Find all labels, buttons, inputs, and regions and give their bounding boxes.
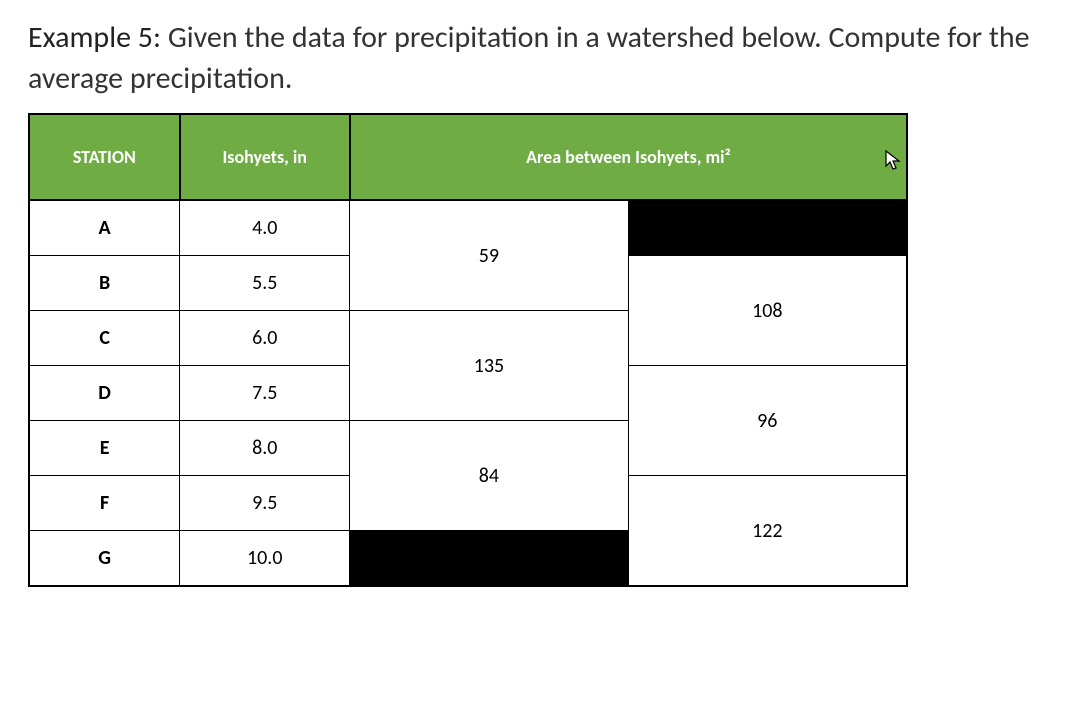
table-row: A 4.0 59 [29,200,907,256]
station-cell: F [29,476,180,531]
area-a-cell: 59 [350,200,628,311]
isohyets-cell: 5.5 [180,256,350,311]
station-cell: G [29,531,180,587]
area-a-cell: 84 [350,421,628,531]
precipitation-table: STATION Isohyets, in Area between Isohye… [28,113,908,587]
table-header-row: STATION Isohyets, in Area between Isohye… [29,114,907,200]
isohyets-cell: 7.5 [180,366,350,421]
isohyets-cell: 9.5 [180,476,350,531]
area-b-cell: 108 [628,256,907,366]
area-b-cell-blank [628,200,907,256]
problem-prompt: Example 5: Given the data for precipitat… [28,18,1052,99]
area-b-cell: 122 [628,476,907,587]
isohyets-cell: 4.0 [180,200,350,256]
col-header-area: Area between Isohyets, mi² [350,114,907,200]
area-a-cell-blank [350,531,628,587]
station-cell: B [29,256,180,311]
isohyets-cell: 6.0 [180,311,350,366]
col-header-station: STATION [29,114,180,200]
station-cell: C [29,311,180,366]
station-cell: A [29,200,180,256]
area-a-cell: 135 [350,311,628,421]
area-b-cell: 96 [628,366,907,476]
page: Example 5: Given the data for precipitat… [0,0,1080,587]
example-label: Example 5: [28,19,161,56]
isohyets-cell: 8.0 [180,421,350,476]
isohyets-cell: 10.0 [180,531,350,587]
prompt-text: Given the data for precipitation in a wa… [28,19,1030,97]
col-header-isohyets: Isohyets, in [180,114,350,200]
station-cell: D [29,366,180,421]
station-cell: E [29,421,180,476]
